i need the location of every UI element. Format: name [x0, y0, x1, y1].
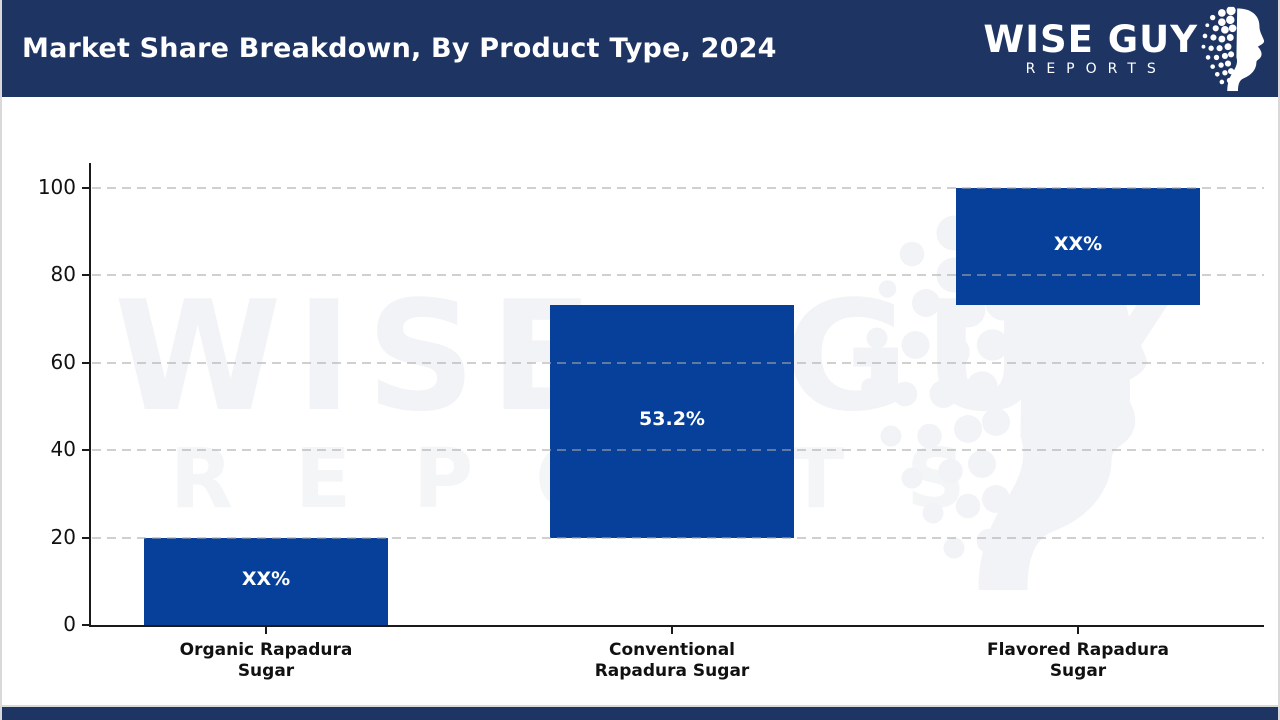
y-tick [82, 449, 90, 451]
gridline [92, 361, 1264, 364]
gridline [92, 449, 1264, 451]
x-category-line: Conventional [608, 640, 735, 660]
chart-title: Market Share Breakdown, By Product Type,… [22, 33, 777, 64]
y-tick [82, 274, 90, 276]
gridline [92, 274, 1264, 276]
dotted-face-icon [1182, 6, 1274, 92]
x-category-line: Sugar [237, 661, 295, 681]
footer-bar [2, 707, 1278, 720]
y-tick-label: 20 [50, 524, 76, 549]
x-category-line: Flavored Rapadura [986, 640, 1169, 660]
gridline [92, 186, 1264, 189]
brand-logo-text: WISE GUY REPORTS [983, 17, 1198, 78]
y-tick-label: 40 [50, 437, 76, 461]
header: Market Share Breakdown, By Product Type,… [2, 0, 1278, 97]
x-category-line: Organic Rapadura [179, 640, 353, 660]
x-category-line: Rapadura Sugar [594, 661, 750, 681]
x-tick [265, 627, 267, 634]
x-category-line: Sugar [1049, 661, 1107, 681]
y-tick [82, 536, 90, 539]
x-axis-line [89, 625, 1264, 627]
x-category-label: Conventional Rapadura Sugar [512, 640, 832, 682]
gridline [92, 536, 1264, 539]
x-category-label: Organic Rapadura Sugar [106, 640, 426, 682]
bar-value-label: XX% [1053, 233, 1103, 256]
y-tick [82, 624, 90, 626]
y-tick-label: 100 [37, 174, 76, 199]
x-tick [1077, 627, 1079, 634]
y-tick-label: 60 [50, 349, 76, 374]
x-tick [671, 627, 673, 634]
y-tick [82, 186, 90, 189]
x-category-label: Flavored Rapadura Sugar [918, 640, 1238, 682]
y-tick-label: 80 [50, 262, 76, 286]
bar-value-label: XX% [241, 568, 291, 591]
bar [144, 537, 388, 625]
brand-subtitle: REPORTS [1025, 60, 1167, 77]
brand-name: WISE GUY [983, 17, 1198, 61]
y-tick [82, 361, 90, 364]
bar-value-label: 53.2% [639, 408, 705, 431]
brand-logo: WISE GUY REPORTS [983, 4, 1274, 94]
y-tick-label: 0 [63, 612, 76, 636]
y-axis-line [89, 163, 91, 627]
bar [550, 304, 794, 538]
